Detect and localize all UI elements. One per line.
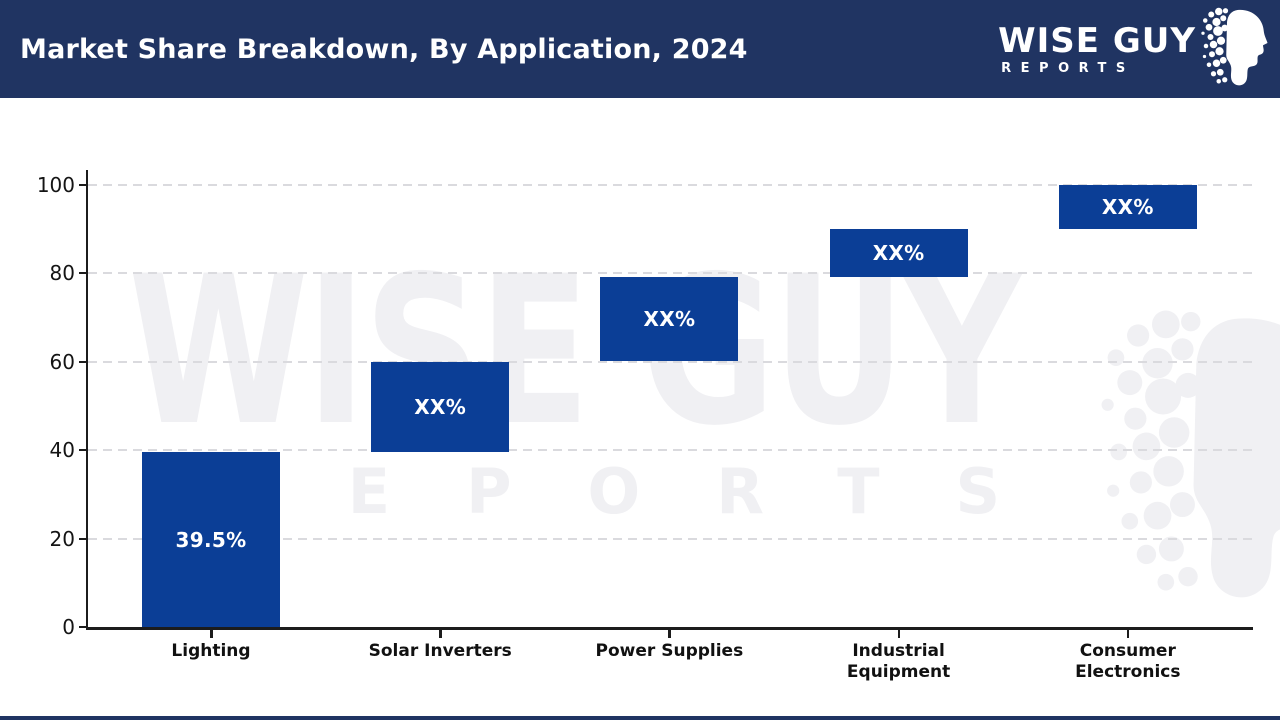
chart-title: Market Share Breakdown, By Application, …	[20, 33, 748, 65]
y-tick-mark	[79, 272, 88, 274]
gridline	[88, 183, 1253, 186]
x-tick-mark	[439, 630, 442, 638]
bar-value-label: XX%	[414, 394, 467, 419]
x-axis	[85, 627, 1253, 630]
gridline	[88, 537, 1253, 540]
header: Market Share Breakdown, By Application, …	[0, 0, 1280, 98]
x-tick-mark	[897, 630, 901, 638]
y-tick-label: 80	[49, 261, 75, 285]
bar-3: XX%	[829, 228, 968, 278]
x-tick-mark	[1126, 630, 1130, 638]
bar-value-label: XX%	[872, 241, 925, 266]
brand-name: WISE GUY	[998, 20, 1196, 61]
y-tick-mark	[79, 449, 88, 451]
brand-text: WISE GUY REPORTS	[998, 24, 1196, 75]
x-tick-mark	[210, 630, 213, 638]
brand-logo: WISE GUY REPORTS	[998, 7, 1268, 91]
brand-subname: REPORTS	[1001, 60, 1135, 76]
bar-value-label: XX%	[643, 307, 696, 332]
x-tick-mark	[668, 630, 671, 638]
wiseguy-head-icon	[1198, 7, 1268, 91]
y-tick-label: 60	[49, 349, 75, 374]
x-category-label: Industrial Equipment	[846, 641, 951, 683]
y-tick-mark	[79, 360, 88, 363]
x-category-label: Lighting	[171, 641, 251, 661]
x-category-label: Solar Inverters	[368, 641, 512, 661]
y-tick-label: 20	[49, 526, 75, 551]
y-tick-mark	[79, 626, 88, 628]
gridline	[88, 272, 1253, 274]
bar-0: 39.5%	[142, 452, 280, 627]
y-tick-label: 100	[36, 172, 75, 197]
x-category-label: Power Supplies	[595, 641, 744, 661]
footer-bar	[0, 716, 1280, 720]
y-tick-mark	[79, 537, 88, 540]
y-tick-label: 40	[49, 438, 75, 462]
chart-canvas: WISE GUY REPORTS 0 20 40 60 80 100 39.5% Lighti…	[0, 98, 1280, 716]
x-category-label: Consumer Electronics	[1075, 641, 1181, 683]
y-axis	[85, 170, 88, 630]
bar-4: XX%	[1058, 184, 1197, 229]
bar-2: XX%	[600, 277, 739, 362]
gridline	[88, 360, 1253, 363]
plot-area: 0 20 40 60 80 100 39.5% Lighting XX% Solar Invert…	[0, 98, 1280, 716]
y-tick-label: 0	[62, 615, 75, 639]
bar-1: XX%	[371, 361, 510, 453]
bar-value-label: XX%	[1101, 194, 1154, 219]
gridline	[88, 449, 1253, 451]
y-tick-mark	[79, 183, 88, 186]
bar-value-label: 39.5%	[175, 527, 247, 552]
